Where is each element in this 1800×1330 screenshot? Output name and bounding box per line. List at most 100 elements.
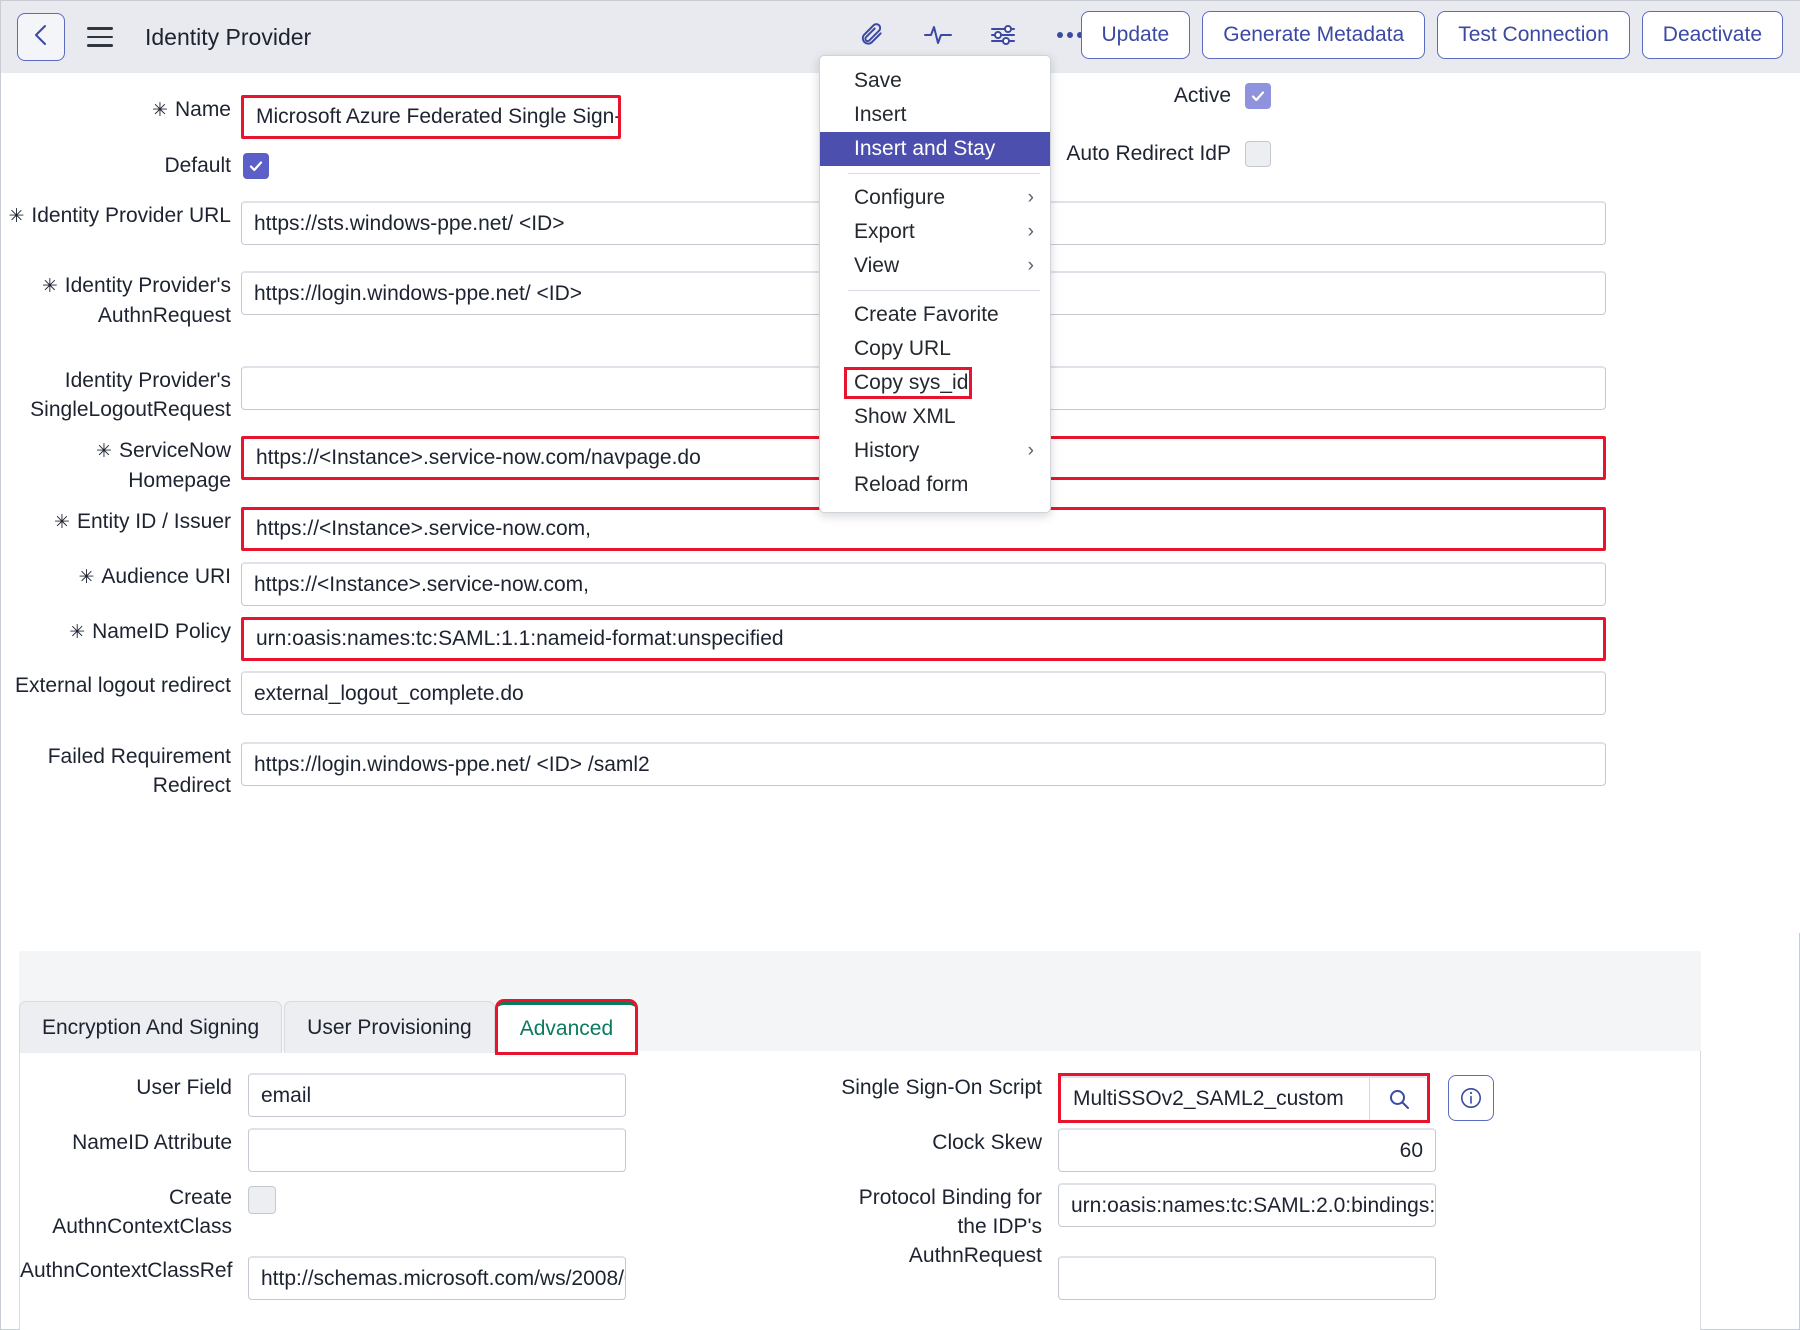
- personalize-icon[interactable]: [988, 19, 1020, 51]
- required-star-icon: ✳: [152, 100, 168, 121]
- field-auto-redirect-label: Auto Redirect IdP: [1066, 142, 1231, 165]
- protocol-binding-extra-input[interactable]: [1058, 1256, 1436, 1300]
- field-sso-script-label: Single Sign-On Script: [841, 1076, 1042, 1099]
- header-button-group: Update Generate Metadata Test Connection…: [1080, 11, 1783, 59]
- menu-item-history[interactable]: History ›: [820, 434, 1050, 468]
- generate-metadata-button[interactable]: Generate Metadata: [1202, 11, 1426, 59]
- menu-item-copy-url[interactable]: Copy URL: [820, 332, 1050, 366]
- menu-item-save[interactable]: Save: [820, 64, 1050, 98]
- create-authncontextclass-checkbox[interactable]: [248, 1186, 276, 1214]
- field-create-authncontextclass: Create AuthnContextClass: [20, 1183, 276, 1241]
- field-active-label: Active: [1173, 84, 1231, 107]
- field-create-authncontextclass-label: Create AuthnContextClass: [52, 1186, 232, 1238]
- menu-separator: [848, 173, 1040, 174]
- field-protocol-binding-extra: [830, 1256, 1436, 1300]
- field-audience-uri: ✳ Audience URI https://<Instance>.service…: [1, 562, 1641, 606]
- field-user-field-label: User Field: [136, 1076, 232, 1099]
- field-failed-redirect: Failed Requirement Redirect https://logi…: [1, 742, 1641, 800]
- required-star-icon: ✳: [69, 622, 86, 643]
- menu-item-insert[interactable]: Insert: [820, 98, 1050, 132]
- field-authncontextclassref: AuthnContextClassRef http://schemas.micr…: [20, 1256, 626, 1300]
- default-checkbox[interactable]: [243, 153, 269, 179]
- tab-user-provisioning[interactable]: User Provisioning: [284, 1001, 495, 1053]
- menu-item-export[interactable]: Export ›: [820, 215, 1050, 249]
- nameid-attribute-input[interactable]: [248, 1128, 626, 1172]
- activity-icon[interactable]: [922, 19, 954, 51]
- field-idp-logoutrequest-label: Identity Provider's SingleLogoutRequest: [30, 369, 231, 421]
- required-star-icon: ✳: [96, 441, 112, 462]
- required-star-icon: ✳: [8, 206, 25, 227]
- update-button[interactable]: Update: [1080, 11, 1191, 59]
- menu-item-label: Insert and Stay: [854, 137, 996, 160]
- field-protocol-binding-label: Protocol Binding for the IDP's AuthnRequ…: [858, 1186, 1042, 1267]
- search-icon[interactable]: [1369, 1076, 1427, 1120]
- menu-item-label: Export: [854, 220, 915, 243]
- sso-script-input[interactable]: MultiSSOv2_SAML2_custom: [1061, 1076, 1369, 1120]
- audience-uri-input[interactable]: https://<Instance>.service-now.com,: [241, 562, 1606, 606]
- protocol-binding-input[interactable]: urn:oasis:names:tc:SAML:2.0:bindings:HT: [1058, 1183, 1436, 1227]
- authncontextclassref-input[interactable]: http://schemas.microsoft.com/ws/2008/0: [248, 1256, 626, 1300]
- back-button[interactable]: [17, 13, 65, 61]
- active-checkbox[interactable]: [1245, 83, 1271, 109]
- menu-item-view[interactable]: View ›: [820, 249, 1050, 283]
- menu-item-label: Copy sys_id: [854, 371, 969, 394]
- field-active: Active: [1101, 81, 1271, 110]
- advanced-tab-panel: User Field email NameID Attribute Create…: [19, 1051, 1701, 1330]
- page-header: Identity Provider Update Generate Metada…: [1, 1, 1800, 73]
- field-failed-redirect-label: Failed Requirement Redirect: [47, 745, 231, 797]
- clock-skew-input[interactable]: 60: [1058, 1128, 1436, 1172]
- menu-item-insert-and-stay[interactable]: Insert and Stay: [820, 132, 1050, 166]
- chevron-left-icon: [33, 23, 49, 52]
- context-menu: Save Insert Insert and Stay Configure › Expor…: [819, 55, 1051, 513]
- field-authncontextclassref-label: AuthnContextClassRef: [20, 1259, 233, 1282]
- field-sso-script: Single Sign-On Script MultiSSOv2_SAML2_c…: [830, 1073, 1494, 1123]
- tab-encryption-and-signing[interactable]: Encryption And Signing: [19, 1001, 283, 1053]
- required-star-icon: ✳: [78, 567, 95, 588]
- menu-item-label: History: [854, 439, 920, 462]
- menu-item-show-xml[interactable]: Show XML: [820, 400, 1050, 434]
- field-nameid-attribute-label: NameID Attribute: [72, 1131, 232, 1154]
- field-clock-skew: Clock Skew 60: [830, 1128, 1436, 1172]
- chevron-right-icon: ›: [1027, 255, 1034, 276]
- menu-item-reload-form[interactable]: Reload form: [820, 468, 1050, 502]
- menu-item-label: View: [854, 254, 900, 277]
- menu-item-copy-sys-id[interactable]: Copy sys_id: [820, 366, 1050, 400]
- field-name-label: ✳ Name: [152, 98, 231, 121]
- field-entity-id-label: ✳ Entity ID / Issuer: [54, 510, 231, 533]
- field-idp-authnrequest: ✳ Identity Provider's AuthnRequest https:…: [1, 271, 1641, 330]
- user-field-input[interactable]: email: [248, 1073, 626, 1117]
- page-title: Identity Provider: [145, 23, 312, 50]
- entity-id-input[interactable]: https://<Instance>.service-now.com,: [241, 507, 1606, 551]
- menu-item-configure[interactable]: Configure ›: [820, 181, 1050, 215]
- menu-item-label: Insert: [854, 103, 907, 126]
- auto-redirect-checkbox[interactable]: [1245, 141, 1271, 167]
- menu-item-label: Show XML: [854, 405, 956, 428]
- menu-item-create-favorite[interactable]: Create Favorite: [820, 298, 1050, 332]
- idp-authnrequest-input[interactable]: https://login.windows-ppe.net/ <ID>: [241, 271, 1606, 315]
- field-clock-skew-label: Clock Skew: [932, 1131, 1042, 1154]
- field-entity-id: ✳ Entity ID / Issuer https://<Instance>.s…: [1, 507, 1641, 551]
- test-connection-button[interactable]: Test Connection: [1437, 11, 1630, 59]
- external-logout-input[interactable]: external_logout_complete.do: [241, 671, 1606, 715]
- nameid-policy-input[interactable]: urn:oasis:names:tc:SAML:1.1:nameid-forma…: [241, 617, 1606, 661]
- attachment-icon[interactable]: [856, 19, 888, 51]
- field-name: ✳ Name Microsoft Azure Federated Single S…: [1, 95, 701, 139]
- field-external-logout-label: External logout redirect: [15, 674, 231, 697]
- menu-item-label: Reload form: [854, 473, 969, 496]
- more-actions-icon[interactable]: [1054, 19, 1086, 51]
- tab-advanced[interactable]: Advanced: [494, 999, 639, 1055]
- info-icon[interactable]: [1448, 1075, 1494, 1121]
- name-input[interactable]: Microsoft Azure Federated Single Sign-on: [241, 95, 621, 139]
- deactivate-button[interactable]: Deactivate: [1641, 11, 1783, 59]
- field-idp-url-label: ✳ Identity Provider URL: [8, 204, 231, 227]
- required-star-icon: ✳: [54, 512, 70, 533]
- field-idp-authnrequest-label: ✳ Identity Provider's AuthnRequest: [41, 274, 231, 327]
- menu-item-label: Save: [854, 69, 902, 92]
- chevron-right-icon: ›: [1027, 440, 1034, 461]
- main-form: ✳ Name Microsoft Azure Federated Single S…: [1, 73, 1800, 933]
- menu-item-label: Create Favorite: [854, 303, 999, 326]
- field-protocol-binding: Protocol Binding for the IDP's AuthnRequ…: [830, 1183, 1436, 1270]
- hamburger-icon[interactable]: [87, 22, 117, 52]
- failed-redirect-input[interactable]: https://login.windows-ppe.net/ <ID> /sam…: [241, 742, 1606, 786]
